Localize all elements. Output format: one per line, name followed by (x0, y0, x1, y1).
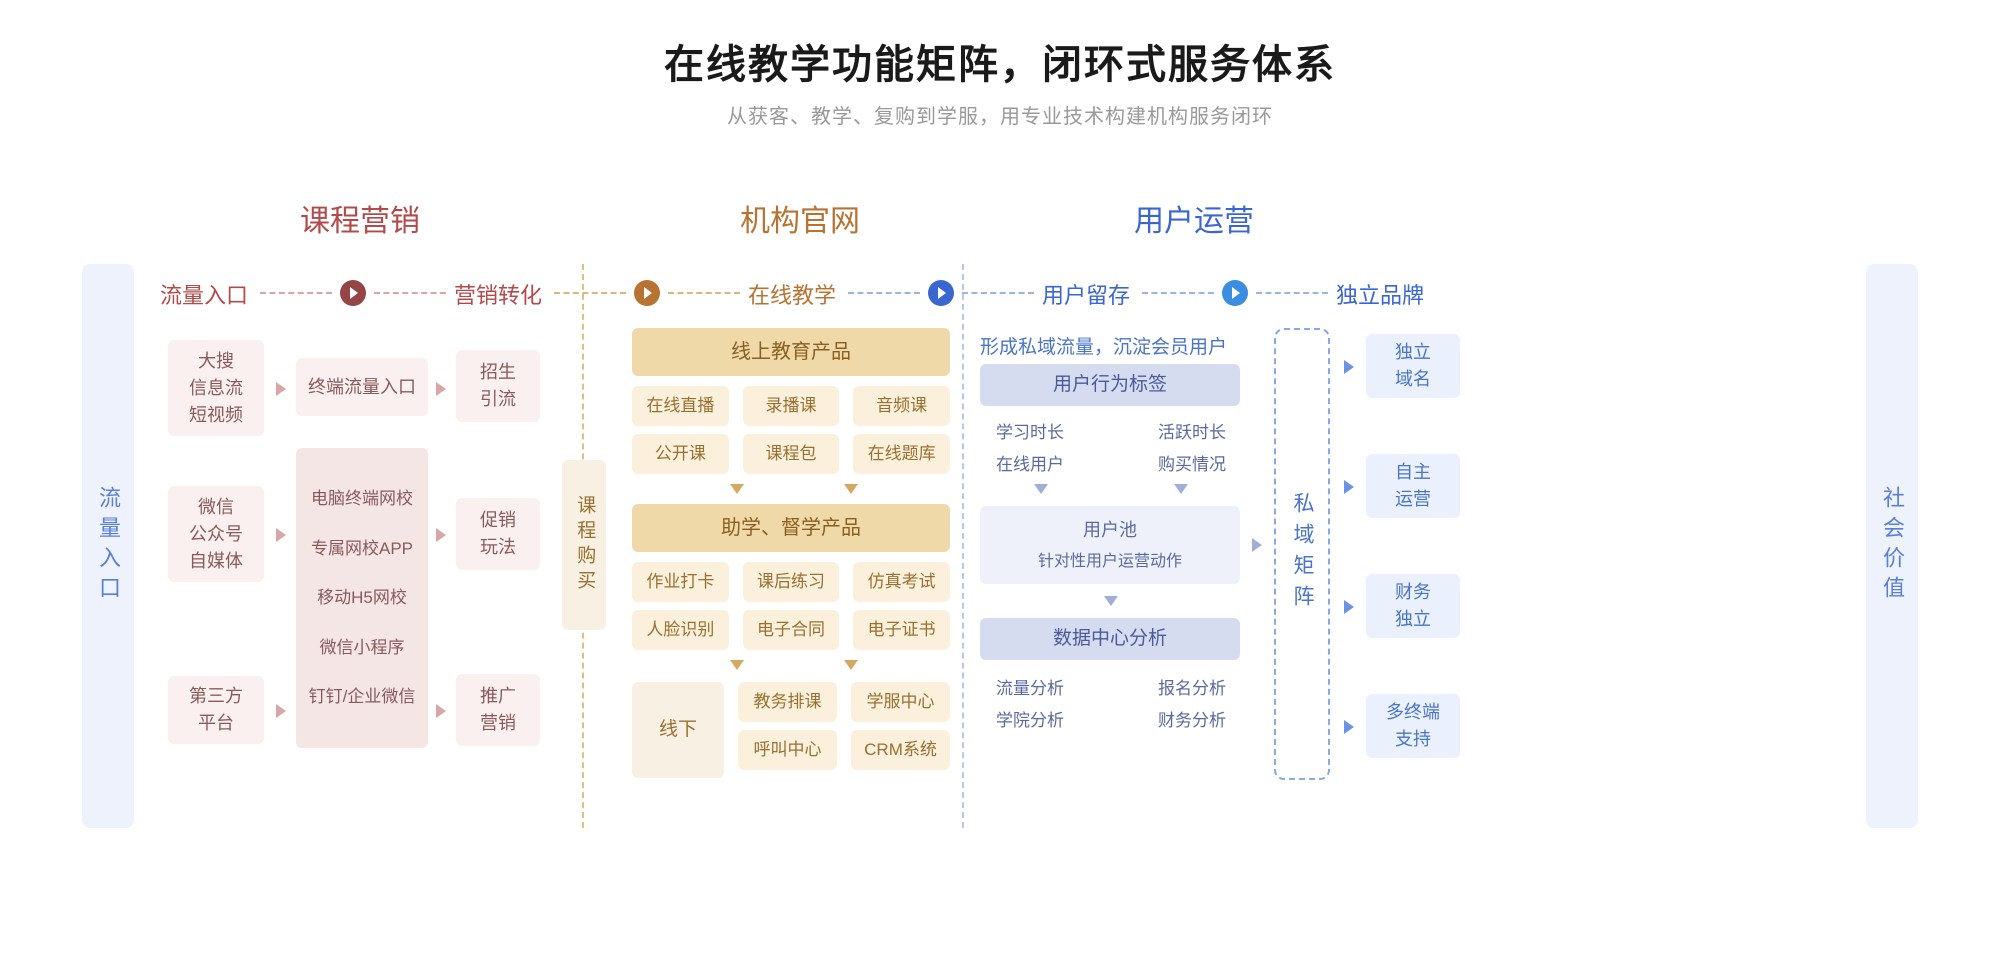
brand-2: 自主 运营 (1366, 454, 1460, 518)
online-2: 录播课 (743, 386, 840, 426)
assist-2: 课后练习 (743, 562, 840, 602)
term-2: 专属网校APP (311, 536, 413, 562)
terminal-top: 终端流量入口 (296, 358, 428, 416)
chevron-down-icon (730, 484, 744, 494)
online-6: 在线题库 (853, 434, 950, 474)
off-4: CRM系统 (851, 730, 950, 770)
stage-1: 流量入口 (160, 278, 248, 310)
tag-1: 学习时长 (996, 418, 1064, 443)
src-b: 微信 公众号 自媒体 (168, 486, 264, 582)
chevron-right-icon (1344, 720, 1354, 734)
data-hdr: 数据中心分析 (980, 618, 1240, 660)
assist-1: 作业打卡 (632, 562, 729, 602)
data-3: 学院分析 (996, 706, 1064, 731)
chevron-right-icon (276, 704, 286, 718)
stage-4: 用户留存 (1042, 278, 1130, 310)
data-2: 报名分析 (1158, 674, 1226, 699)
page-title: 在线教学功能矩阵，闭环式服务体系 (0, 32, 2000, 90)
off-1: 教务排课 (738, 682, 837, 722)
dash (848, 292, 920, 294)
src-a: 大搜 信息流 短视频 (168, 340, 264, 436)
dash (1256, 292, 1328, 294)
dash (668, 292, 740, 294)
tag-hdr: 用户行为标签 (980, 364, 1240, 406)
chevron-right-icon (1344, 360, 1354, 374)
online-1: 在线直播 (632, 386, 729, 426)
stage-3: 在线教学 (748, 278, 836, 310)
dash (260, 292, 332, 294)
left-bar-label: 流量入口 (92, 486, 124, 606)
conv-2: 促销 玩法 (456, 498, 540, 570)
off-3: 呼叫中心 (738, 730, 837, 770)
chevron-right-icon (276, 528, 286, 542)
online-3: 音频课 (853, 386, 950, 426)
chevron-down-icon (844, 484, 858, 494)
play-icon-4 (1222, 280, 1248, 306)
online-hdr: 线上教育产品 (632, 328, 950, 376)
off-2: 学服中心 (851, 682, 950, 722)
term-5: 钉钉/企业微信 (309, 684, 416, 710)
chevron-right-icon (436, 704, 446, 718)
chevron-down-icon (844, 660, 858, 670)
stage-row: 流量入口 营销转化 在线教学 用户留存 独立品牌 (148, 276, 1852, 312)
dash (554, 292, 626, 294)
brand-4: 多终端 支持 (1366, 694, 1460, 758)
dash (1142, 292, 1214, 294)
term-1: 电脑终端网校 (311, 486, 413, 512)
brand-1: 独立 域名 (1366, 334, 1460, 398)
data-1: 流量分析 (996, 674, 1064, 699)
chevron-down-icon (1104, 596, 1118, 606)
retention-caption: 形成私域流量，沉淀会员用户 (980, 332, 1227, 359)
section-marketing: 课程营销 (300, 196, 420, 240)
section-operation: 用户运营 (1134, 196, 1254, 240)
chevron-right-icon (436, 528, 446, 542)
right-bar-label: 社会价值 (1876, 486, 1908, 606)
assist-4: 人脸识别 (632, 610, 729, 650)
offline-lbl: 线下 (632, 682, 724, 778)
dash (374, 292, 446, 294)
purchase-col: 课程购买 (562, 460, 606, 630)
brand-3: 财务 独立 (1366, 574, 1460, 638)
play-icon-2 (634, 280, 660, 306)
tag-4: 购买情况 (1158, 450, 1226, 475)
assist-5: 电子合同 (743, 610, 840, 650)
page-subtitle: 从获客、教学、复购到学服，用专业技术构建机构服务闭环 (0, 100, 2000, 129)
data-4: 财务分析 (1158, 706, 1226, 731)
conv-1: 招生 引流 (456, 350, 540, 422)
chevron-right-icon (1252, 538, 1262, 552)
terminals: 电脑终端网校 专属网校APP 移动H5网校 微信小程序 钉钉/企业微信 (296, 448, 428, 748)
assist-hdr: 助学、督学产品 (632, 504, 950, 552)
online-5: 课程包 (743, 434, 840, 474)
online-4: 公开课 (632, 434, 729, 474)
chevron-down-icon (1174, 484, 1188, 494)
chevron-right-icon (436, 382, 446, 396)
assist-6: 电子证书 (853, 610, 950, 650)
play-icon-1 (340, 280, 366, 306)
chevron-right-icon (276, 382, 286, 396)
section-website: 机构官网 (740, 196, 860, 240)
private-col-label: 私域矩阵 (1287, 492, 1317, 616)
assist-3: 仿真考试 (853, 562, 950, 602)
private-col: 私域矩阵 (1274, 328, 1330, 780)
term-3: 移动H5网校 (317, 585, 407, 611)
vdivider-2 (962, 264, 964, 828)
left-bar: 流量入口 (82, 264, 134, 828)
play-icon-3 (928, 280, 954, 306)
dash (962, 292, 1034, 294)
right-bar: 社会价值 (1866, 264, 1918, 828)
chevron-right-icon (1344, 600, 1354, 614)
stage-5: 独立品牌 (1336, 278, 1424, 310)
tag-2: 活跃时长 (1158, 418, 1226, 443)
conv-3: 推广 营销 (456, 674, 540, 746)
term-4: 微信小程序 (320, 635, 405, 661)
src-c: 第三方 平台 (168, 676, 264, 744)
pool-sub: 针对性用户运营动作 (1038, 550, 1182, 574)
chevron-down-icon (1034, 484, 1048, 494)
pool-hdr: 用户池 (1083, 517, 1137, 544)
pool-box: 用户池 针对性用户运营动作 (980, 506, 1240, 584)
chevron-down-icon (730, 660, 744, 670)
chevron-right-icon (1344, 480, 1354, 494)
tag-3: 在线用户 (996, 450, 1064, 475)
stage-2: 营销转化 (454, 278, 542, 310)
